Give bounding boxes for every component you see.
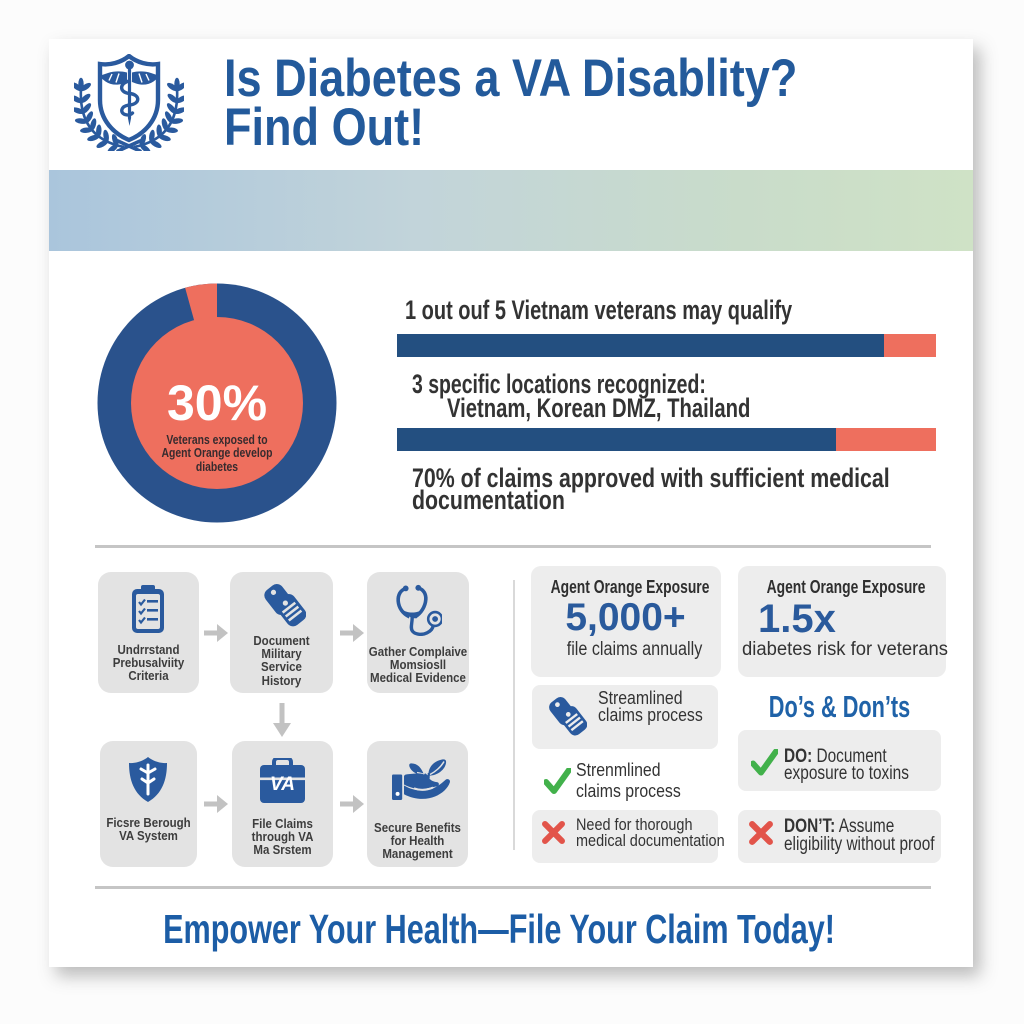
svg-text:VA: VA xyxy=(270,774,295,795)
